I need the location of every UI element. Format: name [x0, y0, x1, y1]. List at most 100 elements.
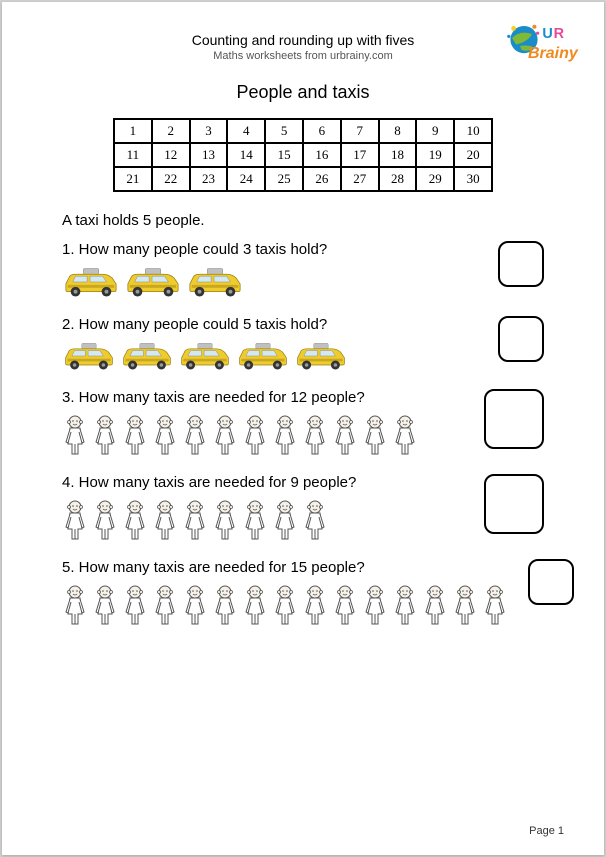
question-left: 1. How many people could 3 taxis hold? — [62, 241, 478, 298]
number-cell: 9 — [416, 119, 454, 143]
number-cell: 8 — [379, 119, 417, 143]
person-icon — [62, 499, 88, 541]
taxi-icon — [62, 341, 116, 371]
svg-text:Brainy: Brainy — [528, 45, 579, 62]
person-icon — [272, 584, 298, 626]
urbrainy-logo: U R Brainy — [504, 22, 584, 72]
person-icon — [212, 414, 238, 456]
question-left: 2. How many people could 5 taxis hold? — [62, 316, 478, 371]
number-grid: 1234567891011121314151617181920212223242… — [113, 118, 493, 192]
question-row: 5. How many taxis are needed for 15 peop… — [62, 559, 544, 626]
person-icon — [242, 499, 268, 541]
number-cell: 23 — [190, 167, 228, 191]
header: Counting and rounding up with fives Math… — [42, 32, 564, 62]
number-cell: 14 — [227, 143, 265, 167]
person-icon — [152, 499, 178, 541]
icons-row — [62, 414, 474, 456]
question-row: 4. How many taxis are needed for 9 peopl… — [62, 474, 544, 541]
number-cell: 29 — [416, 167, 454, 191]
content-area: A taxi holds 5 people. 1. How many peopl… — [42, 212, 564, 626]
answer-box[interactable] — [484, 474, 544, 534]
svg-text:U: U — [542, 26, 552, 42]
answer-box[interactable] — [484, 389, 544, 449]
person-icon — [152, 584, 178, 626]
person-icon — [302, 499, 328, 541]
number-cell: 26 — [303, 167, 341, 191]
svg-text:R: R — [554, 26, 565, 42]
worksheet-page: Counting and rounding up with fives Math… — [2, 2, 604, 855]
person-icon — [362, 414, 388, 456]
question-row: 2. How many people could 5 taxis hold? — [62, 316, 544, 371]
taxi-icon — [124, 266, 182, 298]
question-text: 5. How many taxis are needed for 15 peop… — [62, 559, 508, 576]
question-text: 4. How many taxis are needed for 9 peopl… — [62, 474, 474, 491]
header-subtitle: Maths worksheets from urbrainy.com — [42, 50, 564, 62]
taxi-icon — [62, 266, 120, 298]
question-left: 5. How many taxis are needed for 15 peop… — [62, 559, 508, 626]
answer-box[interactable] — [498, 316, 544, 362]
person-icon — [302, 584, 328, 626]
question-text: 2. How many people could 5 taxis hold? — [62, 316, 478, 333]
number-cell: 21 — [114, 167, 152, 191]
question-row: 3. How many taxis are needed for 12 peop… — [62, 389, 544, 456]
number-cell: 7 — [341, 119, 379, 143]
question-text: 1. How many people could 3 taxis hold? — [62, 241, 478, 258]
number-cell: 19 — [416, 143, 454, 167]
person-icon — [122, 414, 148, 456]
number-cell: 1 — [114, 119, 152, 143]
answer-box[interactable] — [528, 559, 574, 605]
person-icon — [62, 414, 88, 456]
person-icon — [122, 584, 148, 626]
taxi-icon — [178, 341, 232, 371]
taxi-icon — [120, 341, 174, 371]
logo-svg: U R Brainy — [504, 22, 584, 70]
number-cell: 28 — [379, 167, 417, 191]
number-cell: 12 — [152, 143, 190, 167]
person-icon — [242, 414, 268, 456]
number-cell: 20 — [454, 143, 492, 167]
number-cell: 17 — [341, 143, 379, 167]
number-cell: 5 — [265, 119, 303, 143]
number-cell: 22 — [152, 167, 190, 191]
number-cell: 25 — [265, 167, 303, 191]
number-cell: 2 — [152, 119, 190, 143]
question-row: 1. How many people could 3 taxis hold? — [62, 241, 544, 298]
header-title: Counting and rounding up with fives — [42, 32, 564, 48]
person-icon — [182, 499, 208, 541]
intro-text: A taxi holds 5 people. — [62, 212, 544, 229]
question-block: 2. How many people could 5 taxis hold? — [62, 316, 544, 371]
questions-container: 1. How many people could 3 taxis hold? 2.… — [62, 241, 544, 626]
person-icon — [452, 584, 478, 626]
person-icon — [272, 414, 298, 456]
number-cell: 27 — [341, 167, 379, 191]
question-block: 1. How many people could 3 taxis hold? — [62, 241, 544, 298]
header-text-block: Counting and rounding up with fives Math… — [42, 32, 564, 62]
taxi-icon — [294, 341, 348, 371]
person-icon — [182, 414, 208, 456]
person-icon — [152, 414, 178, 456]
person-icon — [92, 584, 118, 626]
person-icon — [332, 584, 358, 626]
number-cell: 4 — [227, 119, 265, 143]
answer-box[interactable] — [498, 241, 544, 287]
number-cell: 15 — [265, 143, 303, 167]
icons-row — [62, 584, 508, 626]
number-cell: 6 — [303, 119, 341, 143]
person-icon — [272, 499, 298, 541]
taxi-icon — [236, 341, 290, 371]
number-cell: 24 — [227, 167, 265, 191]
icons-row — [62, 499, 474, 541]
taxi-icon — [186, 266, 244, 298]
number-cell: 13 — [190, 143, 228, 167]
question-left: 4. How many taxis are needed for 9 peopl… — [62, 474, 474, 541]
page-number: Page 1 — [529, 825, 564, 837]
section-title: People and taxis — [42, 82, 564, 103]
person-icon — [362, 584, 388, 626]
person-icon — [392, 584, 418, 626]
person-icon — [392, 414, 418, 456]
person-icon — [242, 584, 268, 626]
person-icon — [332, 414, 358, 456]
icons-row — [62, 266, 478, 298]
person-icon — [212, 584, 238, 626]
number-cell: 11 — [114, 143, 152, 167]
